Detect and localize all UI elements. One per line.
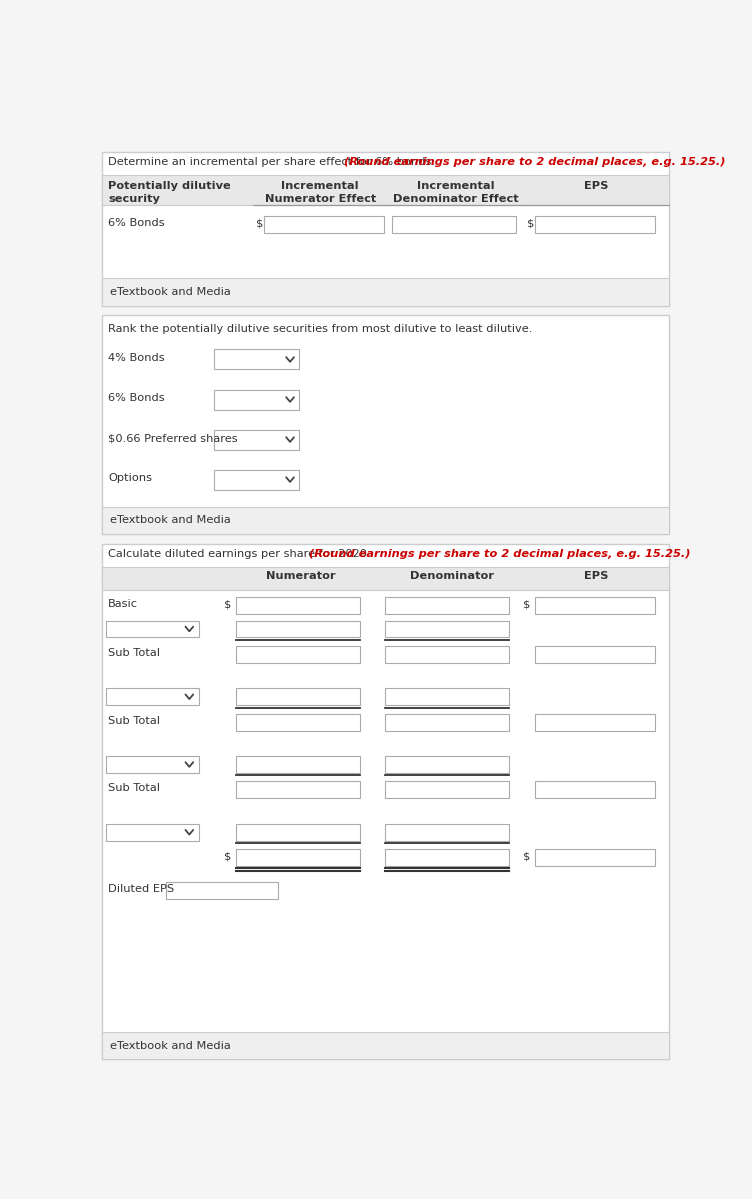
Bar xyxy=(105,621,199,638)
Text: $0.66 Preferred shares: $0.66 Preferred shares xyxy=(108,433,238,442)
Bar xyxy=(384,849,508,866)
Text: $: $ xyxy=(523,851,530,861)
Bar xyxy=(214,349,299,369)
Bar xyxy=(102,278,669,306)
Bar xyxy=(236,849,359,866)
Bar xyxy=(166,882,278,899)
Bar xyxy=(105,824,199,840)
Bar xyxy=(105,688,199,705)
Bar xyxy=(102,1031,669,1060)
Bar xyxy=(384,757,508,773)
Text: Sub Total: Sub Total xyxy=(108,716,160,725)
Text: Sub Total: Sub Total xyxy=(108,647,160,658)
Text: $: $ xyxy=(527,218,535,228)
Bar xyxy=(236,824,359,840)
Bar xyxy=(236,757,359,773)
Text: Potentially dilutive
security: Potentially dilutive security xyxy=(108,181,231,204)
Bar xyxy=(214,429,299,450)
Bar xyxy=(102,315,669,535)
Text: Options: Options xyxy=(108,474,152,483)
Text: $: $ xyxy=(224,851,231,861)
Bar xyxy=(535,216,655,233)
Bar xyxy=(384,713,508,730)
Bar xyxy=(236,688,359,705)
Text: Calculate diluted earnings per share for 2020.: Calculate diluted earnings per share for… xyxy=(108,549,371,559)
Bar xyxy=(214,470,299,489)
Text: Determine an incremental per share effect for 6% bonds.: Determine an incremental per share effec… xyxy=(108,157,435,168)
Text: Basic: Basic xyxy=(108,600,138,609)
Bar xyxy=(102,567,669,590)
Text: Numerator: Numerator xyxy=(266,571,335,582)
Bar xyxy=(384,688,508,705)
Text: EPS: EPS xyxy=(584,571,608,582)
Text: (Round earnings per share to 2 decimal places, e.g. 15.25.): (Round earnings per share to 2 decimal p… xyxy=(305,549,690,559)
Bar xyxy=(102,175,669,205)
Bar xyxy=(102,151,669,306)
Text: 4% Bonds: 4% Bonds xyxy=(108,353,165,363)
Text: eTextbook and Media: eTextbook and Media xyxy=(110,287,230,296)
Bar xyxy=(236,621,359,638)
Bar xyxy=(535,782,655,799)
Bar xyxy=(384,646,508,663)
Text: 6% Bonds: 6% Bonds xyxy=(108,218,165,228)
Text: Denominator: Denominator xyxy=(410,571,494,582)
Bar xyxy=(105,757,199,773)
Bar xyxy=(384,621,508,638)
Bar xyxy=(214,390,299,410)
Bar xyxy=(535,849,655,866)
Bar xyxy=(535,597,655,614)
Bar xyxy=(384,597,508,614)
Bar xyxy=(236,597,359,614)
Text: Incremental
Numerator Effect: Incremental Numerator Effect xyxy=(265,181,376,204)
Text: $: $ xyxy=(224,600,231,609)
Bar xyxy=(102,543,669,1060)
Text: Diluted EPS: Diluted EPS xyxy=(108,884,174,894)
Text: eTextbook and Media: eTextbook and Media xyxy=(110,516,230,525)
Bar xyxy=(236,782,359,799)
Bar xyxy=(236,646,359,663)
Bar xyxy=(535,646,655,663)
Text: Sub Total: Sub Total xyxy=(108,783,160,794)
Text: 6% Bonds: 6% Bonds xyxy=(108,393,165,403)
Text: eTextbook and Media: eTextbook and Media xyxy=(110,1041,230,1050)
Bar xyxy=(236,713,359,730)
Bar xyxy=(384,782,508,799)
Bar xyxy=(384,824,508,840)
Bar xyxy=(535,713,655,730)
Text: Incremental
Denominator Effect: Incremental Denominator Effect xyxy=(393,181,519,204)
Text: $: $ xyxy=(256,218,263,228)
Text: EPS: EPS xyxy=(584,181,608,191)
Text: (Round earnings per share to 2 decimal places, e.g. 15.25.): (Round earnings per share to 2 decimal p… xyxy=(341,157,726,168)
Bar xyxy=(102,506,669,535)
Text: Rank the potentially dilutive securities from most dilutive to least dilutive.: Rank the potentially dilutive securities… xyxy=(108,324,532,333)
Bar xyxy=(264,216,384,233)
Text: $: $ xyxy=(523,600,530,609)
Bar xyxy=(393,216,517,233)
